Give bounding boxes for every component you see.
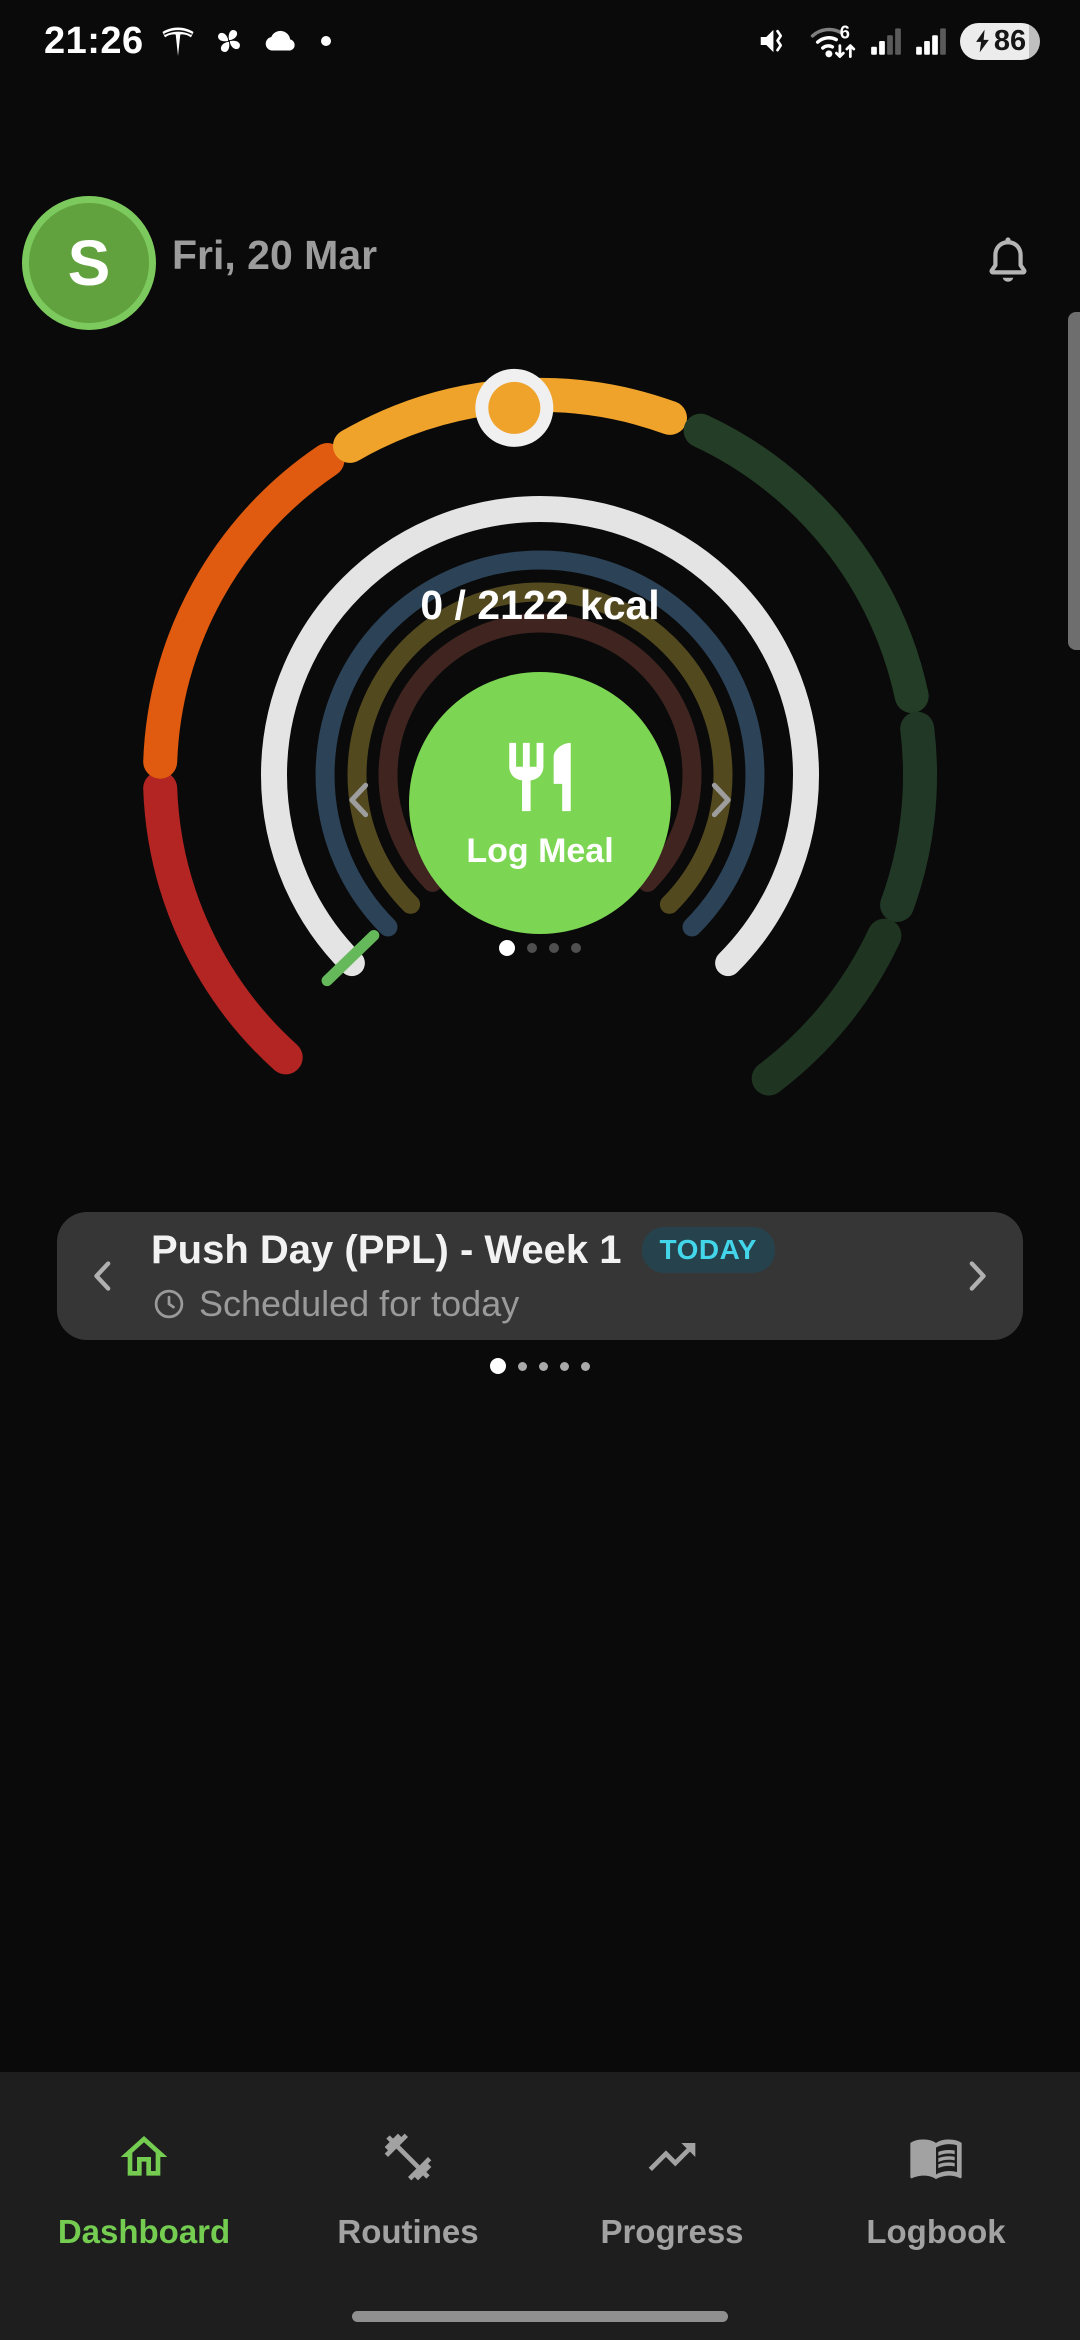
gauge-calorie-track [261, 496, 819, 977]
workout-subtitle: Scheduled for today [199, 1283, 520, 1324]
svg-text:6: 6 [840, 21, 850, 42]
gauge-segment-green-zone-1 [683, 413, 929, 713]
nav-item-dashboard[interactable]: Dashboard [12, 2128, 276, 2340]
pager-dot[interactable] [499, 940, 515, 956]
nav-item-logbook[interactable]: Logbook [804, 2128, 1068, 2340]
date-label: Fri, 20 Mar [172, 232, 378, 278]
gauge-inner-ring-1 [315, 550, 765, 937]
nav-label: Routines [337, 2213, 479, 2250]
avatar[interactable]: S [22, 196, 156, 330]
pager-dot[interactable] [571, 943, 581, 953]
battery-percent: 86 [993, 24, 1027, 57]
tesla-icon [162, 27, 194, 57]
wifi-6-icon: 6 [810, 21, 856, 58]
cell-signal-icon [916, 28, 946, 55]
dumbbell-icon [384, 2133, 432, 2181]
fan-icon [217, 30, 240, 52]
gauge-inner-ring-2 [347, 582, 733, 914]
scrollbar[interactable] [1068, 312, 1080, 650]
clock-time: 21:26 [44, 19, 144, 62]
status-bar: 21:26 [0, 10, 1080, 72]
gauge-segment-orange-zone [143, 443, 345, 779]
gauge-pager-dots [0, 932, 1080, 964]
calorie-summary-label: 0 / 2122 kcal [420, 582, 660, 628]
card-prev-button[interactable] [57, 1256, 151, 1296]
today-badge: TODAY [641, 1227, 775, 1273]
clock-icon [154, 1289, 184, 1319]
gauge-inner-ring-3 [378, 613, 702, 892]
chevron-right-icon [969, 1261, 986, 1291]
log-meal-button[interactable]: Log Meal [409, 672, 671, 934]
home-indicator[interactable] [352, 2311, 728, 2322]
pager-dot[interactable] [490, 1358, 506, 1374]
book-icon [910, 2139, 962, 2180]
gauge-segment-green-zone-3 [751, 918, 902, 1096]
home-icon [120, 2136, 168, 2176]
log-meal-label: Log Meal [466, 831, 614, 870]
bell-icon[interactable] [980, 232, 1036, 288]
pager-dot[interactable] [560, 1361, 569, 1371]
gauge-segment-green-zone-2 [880, 711, 938, 922]
nav-label: Dashboard [57, 2213, 231, 2250]
card-pager-dots [0, 1350, 1080, 1382]
nav-item-progress[interactable]: Progress [540, 2128, 804, 2340]
gauge-knob-center[interactable] [488, 381, 541, 434]
gauge-next-button[interactable] [695, 776, 743, 824]
trending-up-icon [648, 2143, 696, 2171]
pager-dot[interactable] [549, 943, 559, 953]
fork-knife-icon [509, 742, 571, 811]
cell-signal-icon [871, 28, 901, 55]
workout-card[interactable]: Push Day (PPL) - Week 1 TODAY Scheduled … [57, 1212, 1023, 1340]
mute-vibrate-icon [760, 29, 783, 53]
chevron-left-icon [94, 1261, 111, 1291]
bottom-nav: Dashboard Routines Progress Logbook [0, 2072, 1080, 2340]
notification-dot-icon [320, 36, 331, 46]
pager-dot[interactable] [539, 1361, 548, 1371]
avatar-letter: S [67, 227, 111, 299]
nav-item-routines[interactable]: Routines [276, 2128, 540, 2340]
pager-dot[interactable] [581, 1361, 590, 1371]
calorie-gauge [143, 368, 938, 1096]
nav-label: Progress [600, 2213, 744, 2250]
nav-label: Logbook [866, 2213, 1006, 2250]
battery-icon: 86 [960, 22, 1040, 60]
cloud-icon [265, 30, 295, 51]
workout-title: Push Day (PPL) - Week 1 [151, 1227, 622, 1272]
pager-dot[interactable] [518, 1361, 527, 1371]
card-next-button[interactable] [929, 1256, 1023, 1296]
pager-dot[interactable] [527, 943, 537, 953]
gauge-segment-red-zone [143, 771, 303, 1075]
chevron-right-icon [711, 782, 731, 818]
chevron-left-icon [349, 782, 369, 818]
gauge-progress-tick [321, 929, 380, 987]
gauge-prev-button[interactable] [337, 776, 385, 824]
